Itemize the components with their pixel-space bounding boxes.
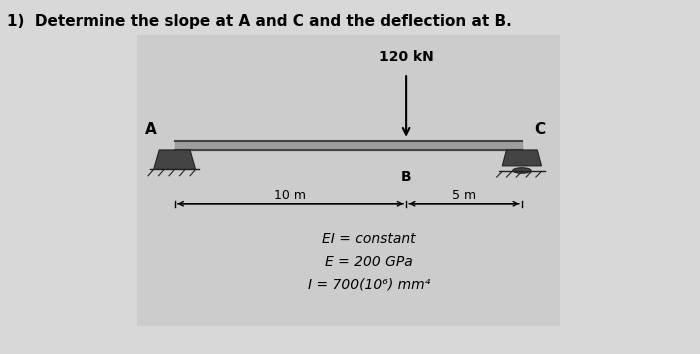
Ellipse shape [513,168,531,173]
Text: I = 700(10⁶) mm⁴: I = 700(10⁶) mm⁴ [308,278,430,292]
Text: E = 200 GPa: E = 200 GPa [326,255,413,269]
Text: 10 m: 10 m [274,189,307,202]
Text: A: A [146,122,157,137]
Bar [136,35,560,326]
Text: C: C [535,122,545,137]
Text: B: B [401,171,412,184]
Text: EI = constant: EI = constant [323,232,416,246]
Polygon shape [153,150,195,170]
Polygon shape [503,150,542,166]
Text: 120 kN: 120 kN [379,50,433,64]
Text: 5 m: 5 m [452,189,476,202]
Text: 1)  Determine the slope at A and C and the deflection at B.: 1) Determine the slope at A and C and th… [7,14,512,29]
